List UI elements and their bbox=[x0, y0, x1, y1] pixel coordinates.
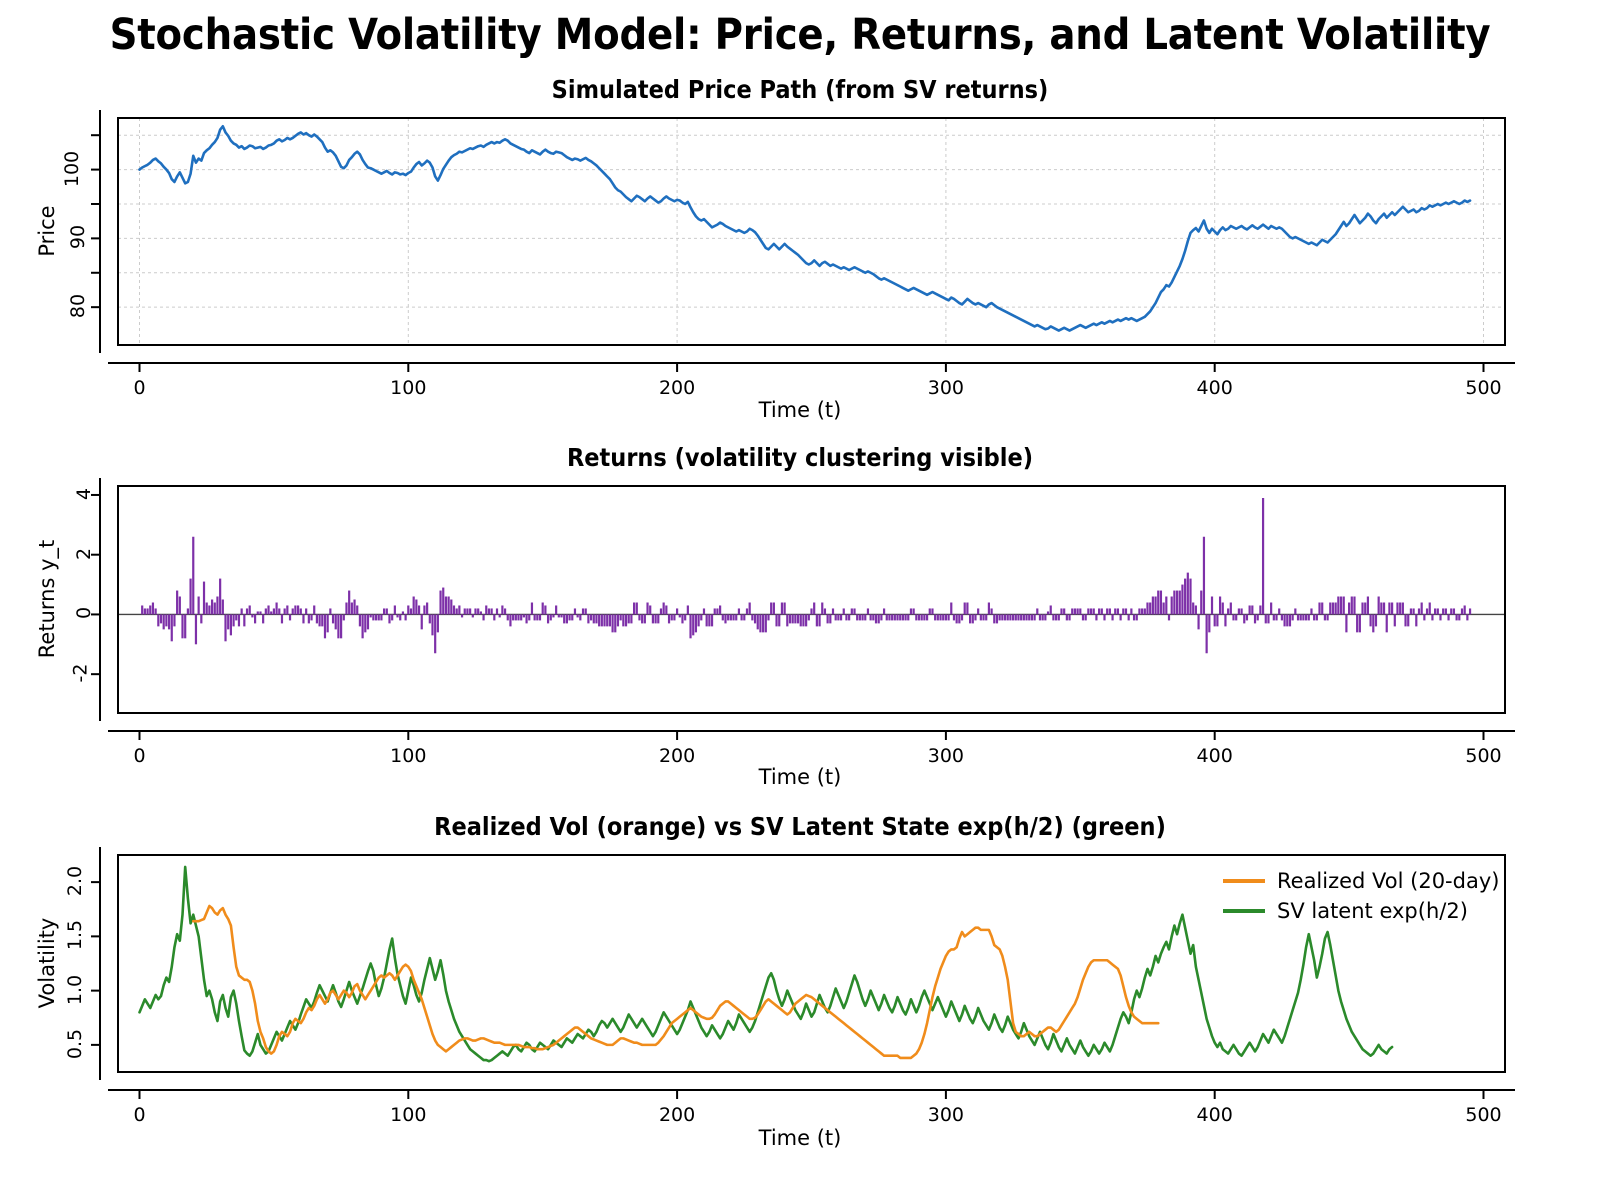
x-axis-label-3: Time (t) bbox=[758, 1126, 842, 1150]
x-tick-label: 200 bbox=[658, 1104, 696, 1126]
y-tick-label: 1.0 bbox=[63, 974, 86, 1005]
x-tick-label: 300 bbox=[927, 377, 965, 399]
x-tick-label: 500 bbox=[1465, 745, 1502, 767]
x-tick-label: 400 bbox=[1196, 377, 1233, 399]
legend-3: Realized Vol (20-day) SV latent exp(h/2) bbox=[1223, 869, 1499, 929]
legend-swatch-icon bbox=[1223, 909, 1265, 913]
x-tick-label: 300 bbox=[927, 745, 965, 767]
x-tick-label: 0 bbox=[133, 377, 146, 399]
legend-label: Realized Vol (20-day) bbox=[1277, 869, 1500, 893]
x-tick-label: 500 bbox=[1465, 377, 1502, 399]
x-tick-label: 100 bbox=[390, 377, 427, 399]
line-series-0 bbox=[138, 865, 1394, 1063]
line-series-1 bbox=[191, 904, 1160, 1060]
panel-title-2: Returns (volatility clustering visible) bbox=[566, 443, 1034, 472]
x-axis-label-1: Time (t) bbox=[758, 398, 842, 422]
legend-entry[interactable]: Realized Vol (20-day) bbox=[1223, 869, 1499, 893]
y-tick-label: 1.5 bbox=[63, 920, 86, 951]
x-tick-label: 500 bbox=[1465, 1104, 1502, 1126]
x-tick-label: 200 bbox=[658, 377, 696, 399]
legend-entry[interactable]: SV latent exp(h/2) bbox=[1223, 899, 1499, 923]
x-tick-label: 200 bbox=[658, 745, 696, 767]
legend-label: SV latent exp(h/2) bbox=[1277, 899, 1468, 923]
panel-title-3: Realized Vol (orange) vs SV Latent State… bbox=[434, 812, 1166, 841]
y-tick-label: 2.0 bbox=[63, 866, 86, 897]
x-tick-label: 0 bbox=[133, 1104, 146, 1126]
x-tick-label: 300 bbox=[927, 1104, 965, 1126]
figure-suptitle: Stochastic Volatility Model: Price, Retu… bbox=[109, 10, 1491, 60]
x-tick-label: 400 bbox=[1196, 745, 1233, 767]
panel-title-1: Simulated Price Path (from SV returns) bbox=[551, 75, 1049, 104]
x-tick-label: 0 bbox=[133, 745, 146, 767]
y-tick-label: 0.5 bbox=[63, 1028, 86, 1059]
x-tick-label: 400 bbox=[1196, 1104, 1233, 1126]
x-tick-label: 100 bbox=[390, 1104, 427, 1126]
x-tick-label: 100 bbox=[390, 745, 427, 767]
legend-swatch-icon bbox=[1223, 879, 1265, 883]
x-axis-label-2: Time (t) bbox=[758, 765, 842, 789]
